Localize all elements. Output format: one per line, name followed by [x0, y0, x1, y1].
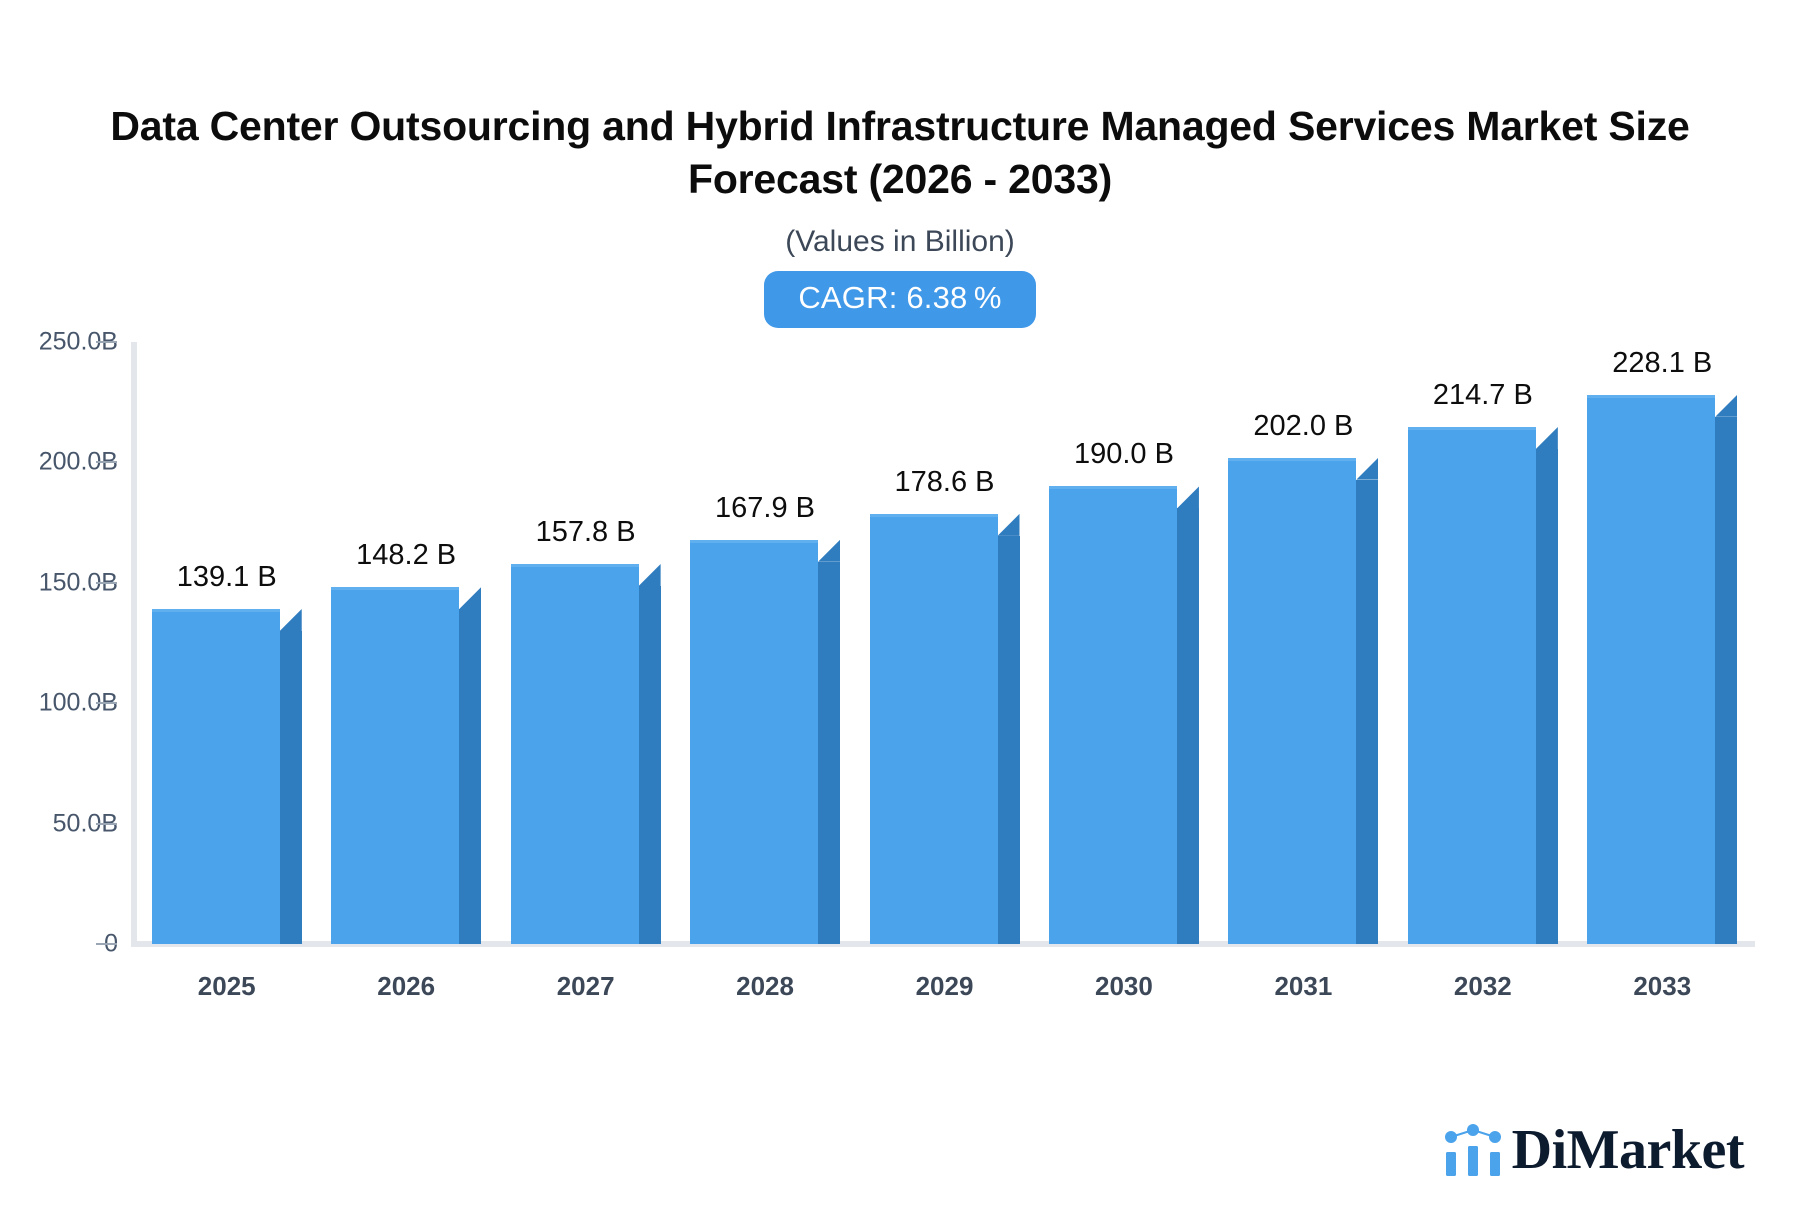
- bar-side-face: [459, 609, 482, 944]
- bar-front-face: [151, 609, 280, 944]
- bar-side-face: [997, 535, 1020, 944]
- chart-header: Data Center Outsourcing and Hybrid Infra…: [0, 0, 1800, 328]
- bar-column[interactable]: [1228, 457, 1379, 944]
- bar-front-face: [1048, 486, 1177, 944]
- x-axis-tick-label: 2033: [1633, 971, 1692, 1001]
- bar-side-face: [1356, 479, 1379, 944]
- bar-front-face: [690, 539, 819, 944]
- bar-column[interactable]: [1048, 486, 1199, 944]
- page-title: Data Center Outsourcing and Hybrid Infra…: [110, 103, 1690, 203]
- bar-value-label: 167.9 B: [715, 491, 816, 524]
- bar-front-face: [1407, 427, 1536, 944]
- bar-front-face: [1228, 457, 1357, 944]
- bar-top-bevel: [1535, 427, 1558, 449]
- bar-top-bevel: [459, 587, 482, 610]
- bar-value-label: 157.8 B: [535, 516, 636, 549]
- bar-side-face: [1715, 416, 1738, 944]
- bar-top-bevel: [638, 564, 661, 587]
- bar-front-face: [331, 587, 460, 944]
- bar-top-bevel: [1715, 394, 1738, 417]
- bar-column[interactable]: [151, 609, 302, 944]
- bar-top-bevel: [1356, 457, 1379, 480]
- logo-text: DiMarket: [1511, 1119, 1745, 1181]
- x-axis-tick-label: 2030: [1095, 971, 1153, 1001]
- x-axis-tick-label: 2029: [915, 971, 974, 1001]
- bar-value-label: 228.1 B: [1612, 346, 1713, 379]
- bar-value-label: 214.7 B: [1432, 379, 1533, 411]
- x-axis-tick-label: 2028: [736, 971, 794, 1001]
- bar-column[interactable]: [1587, 394, 1738, 944]
- bar-front-face: [869, 513, 998, 944]
- bar-value-label: 178.6 B: [894, 465, 995, 498]
- bar-top-bevel: [997, 513, 1020, 536]
- bar-top-bevel: [279, 609, 302, 632]
- bar-side-face: [279, 631, 302, 944]
- x-axis-tick-label: 2025: [197, 971, 256, 1001]
- bar-side-face: [1176, 508, 1199, 944]
- bar-column[interactable]: [331, 587, 482, 944]
- x-axis-tick-label: 2032: [1453, 971, 1512, 1001]
- bar-front-face: [510, 564, 639, 944]
- brand-logo: DiMarket: [1444, 1119, 1745, 1181]
- bar-side-face: [818, 561, 841, 944]
- x-axis-tick-label: 2031: [1274, 971, 1333, 1001]
- bar-top-bevel: [1176, 486, 1199, 509]
- chart-subtitle: (Values in Billion): [785, 224, 1015, 258]
- bar-side-face: [638, 586, 661, 944]
- bar-value-label: 139.1 B: [176, 561, 277, 594]
- x-axis-tick-label: 2027: [556, 971, 615, 1001]
- bar-value-label: 148.2 B: [356, 539, 457, 572]
- bar-front-face: [1587, 394, 1716, 944]
- bar-column[interactable]: [510, 564, 661, 944]
- bar-column[interactable]: [1407, 427, 1558, 944]
- bar-column[interactable]: [690, 539, 841, 944]
- bar-value-label: 190.0 B: [1073, 438, 1174, 471]
- bar-value-label: 202.0 B: [1253, 409, 1354, 442]
- bar-chart-icon: [1444, 1124, 1501, 1176]
- bar-side-face: [1535, 449, 1558, 944]
- cagr-badge: CAGR: 6.38 %: [764, 270, 1036, 328]
- bar-column[interactable]: [869, 513, 1020, 944]
- bar-top-bevel: [818, 539, 841, 562]
- x-axis-tick-label: 2026: [377, 971, 436, 1001]
